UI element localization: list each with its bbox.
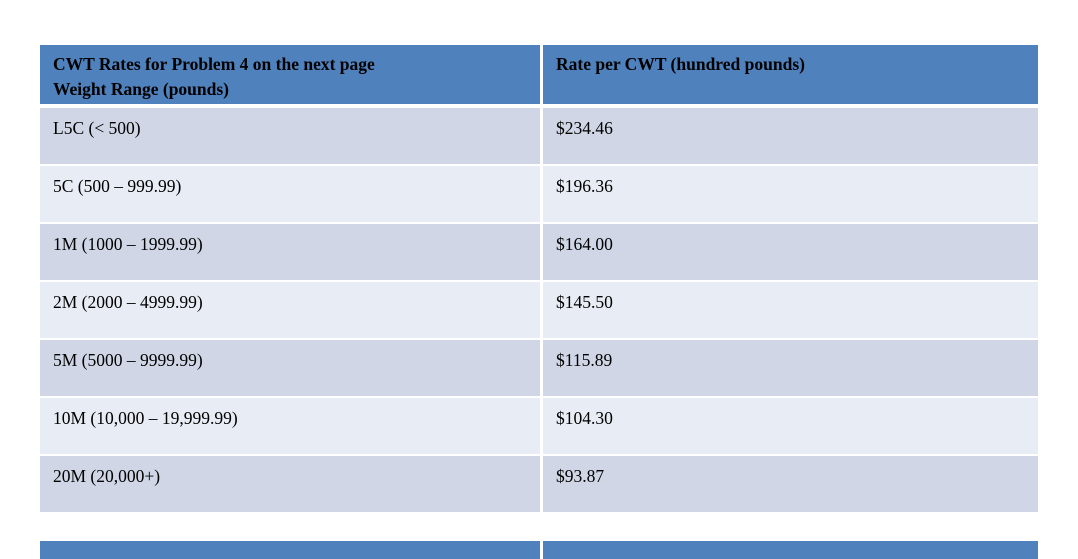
table-row: 5M (5000 – 9999.99) $115.89 bbox=[40, 340, 1038, 396]
cell-rate: $164.00 bbox=[543, 224, 1038, 280]
cell-weight-range: 10M (10,000 – 19,999.99) bbox=[40, 398, 540, 454]
next-table-header-strip bbox=[40, 541, 1038, 559]
cell-rate: $104.30 bbox=[543, 398, 1038, 454]
cell-weight-range: 5C (500 – 999.99) bbox=[40, 166, 540, 222]
cell-weight-range: 5M (5000 – 9999.99) bbox=[40, 340, 540, 396]
cell-weight-range: 1M (1000 – 1999.99) bbox=[40, 224, 540, 280]
cell-rate: $93.87 bbox=[543, 456, 1038, 512]
header-cell-rate: Rate per CWT (hundred pounds) bbox=[543, 45, 1038, 104]
cell-weight-range: L5C (< 500) bbox=[40, 108, 540, 164]
cell-weight-range: 20M (20,000+) bbox=[40, 456, 540, 512]
header-title-line1: CWT Rates for Problem 4 on the next page bbox=[53, 54, 375, 74]
cell-rate: $115.89 bbox=[543, 340, 1038, 396]
table-header-row: CWT Rates for Problem 4 on the next page… bbox=[40, 45, 1038, 104]
cell-rate: $196.36 bbox=[543, 166, 1038, 222]
table-row: L5C (< 500) $234.46 bbox=[40, 108, 1038, 164]
next-table-strip-cell-left bbox=[40, 541, 540, 559]
cwt-rates-table: CWT Rates for Problem 4 on the next page… bbox=[40, 45, 1038, 514]
table-row: 1M (1000 – 1999.99) $164.00 bbox=[40, 224, 1038, 280]
header-title-line2: Weight Range (pounds) bbox=[53, 79, 230, 99]
table-body: L5C (< 500) $234.46 5C (500 – 999.99) $1… bbox=[40, 108, 1038, 512]
table-row: 5C (500 – 999.99) $196.36 bbox=[40, 166, 1038, 222]
table-row: 20M (20,000+) $93.87 bbox=[40, 456, 1038, 512]
header-cell-weight-range: CWT Rates for Problem 4 on the next page… bbox=[40, 45, 540, 104]
cell-rate: $145.50 bbox=[543, 282, 1038, 338]
table-row: 10M (10,000 – 19,999.99) $104.30 bbox=[40, 398, 1038, 454]
table-row: 2M (2000 – 4999.99) $145.50 bbox=[40, 282, 1038, 338]
next-table-strip-cell-right bbox=[543, 541, 1038, 559]
header-rate-label: Rate per CWT (hundred pounds) bbox=[556, 54, 805, 74]
cell-weight-range: 2M (2000 – 4999.99) bbox=[40, 282, 540, 338]
cell-rate: $234.46 bbox=[543, 108, 1038, 164]
